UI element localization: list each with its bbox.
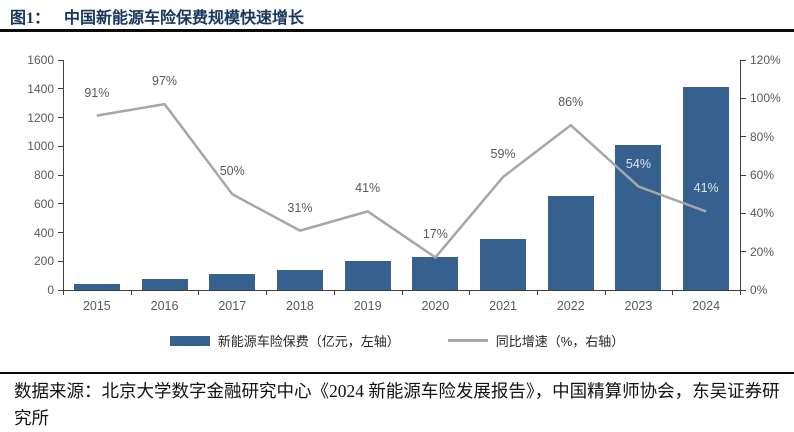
- left-axis-label-1400: 1400: [27, 81, 54, 96]
- left-axis-label-600: 600: [33, 196, 54, 211]
- x-axis-tick: [401, 291, 403, 295]
- growth-label-2021: 59%: [490, 146, 516, 161]
- bar-2016: [141, 279, 188, 290]
- right-axis-label-40%: 40%: [750, 206, 775, 221]
- figure-title: 图1： 中国新能源车险保费规模快速增长: [10, 4, 304, 28]
- bar-2020: [412, 256, 459, 290]
- x-axis-label-2018: 2018: [286, 299, 314, 313]
- bar-2017: [209, 274, 256, 290]
- right-axis-label-20%: 20%: [750, 244, 775, 259]
- title-divider: [0, 29, 794, 32]
- figure-title-text: 中国新能源车险保费规模快速增长: [64, 10, 305, 27]
- legend-item-growth: 同比增速（%，右轴）: [447, 331, 625, 350]
- right-axis-tick: [741, 59, 746, 61]
- growth-label-2020: 17%: [422, 227, 448, 242]
- x-axis-tick: [740, 291, 741, 295]
- bar-2018: [276, 269, 323, 290]
- growth-label-2019: 41%: [355, 181, 381, 196]
- left-axis-tick: [58, 232, 63, 233]
- x-axis-tick: [130, 291, 132, 295]
- growth-label-2023: 54%: [625, 156, 651, 171]
- right-axis-tick: [741, 97, 746, 99]
- left-axis-tick: [58, 88, 63, 90]
- data-source: 数据来源：北京大学数字金融研究中心《2024 新能源车险发展报告》，中国精算师协…: [14, 381, 780, 428]
- x-axis-label-2023: 2023: [624, 299, 653, 313]
- legend-label-premium: 新能源车险保费（亿元，左轴）: [217, 334, 400, 349]
- x-axis-tick: [672, 291, 674, 295]
- x-axis-tick: [333, 291, 335, 295]
- y-axis-left: [63, 60, 64, 290]
- x-axis-label-2015: 2015: [82, 299, 111, 313]
- left-axis-tick: [58, 289, 63, 291]
- right-axis-label-80%: 80%: [750, 129, 775, 144]
- x-axis: [63, 290, 741, 291]
- left-axis-label-1200: 1200: [27, 110, 54, 125]
- left-axis-label-1000: 1000: [27, 139, 54, 154]
- x-axis-label-2016: 2016: [150, 299, 179, 313]
- combo-chart: 0 200 400 600 800 1000 1200 1400 1600 0% 20% 40% 60%…: [0, 40, 794, 332]
- left-axis-label-200: 200: [33, 254, 54, 269]
- left-axis-tick: [58, 117, 63, 118]
- x-axis-label-2022: 2022: [556, 299, 585, 313]
- y-axis-right: [740, 60, 741, 290]
- left-axis-label-0: 0: [47, 283, 54, 297]
- x-axis-tick: [469, 291, 471, 295]
- x-axis-label-2017: 2017: [218, 299, 247, 313]
- growth-label-2018: 31%: [287, 200, 313, 215]
- line-series-swatch: [447, 339, 488, 342]
- legend-item-premium: 新能源车险保费（亿元，左轴）: [169, 331, 400, 350]
- growth-label-2016: 97%: [152, 74, 178, 89]
- right-axis-tick: [741, 289, 746, 291]
- x-axis-label-2024: 2024: [692, 299, 721, 313]
- left-axis-tick: [58, 260, 63, 262]
- right-axis-tick: [741, 251, 746, 253]
- right-axis-tick: [741, 212, 746, 214]
- legend-label-growth: 同比增速（%，右轴）: [495, 334, 625, 349]
- chart-legend: 新能源车险保费（亿元，左轴） 同比增速（%，右轴）: [0, 331, 794, 350]
- x-axis-tick: [63, 291, 64, 295]
- left-axis-label-400: 400: [33, 225, 54, 240]
- bar-series-swatch: [169, 335, 210, 346]
- x-axis-tick: [198, 291, 200, 295]
- x-axis-label-2020: 2020: [421, 299, 450, 313]
- growth-label-2024: 41%: [693, 181, 719, 196]
- figure-number: 图1：: [10, 10, 51, 27]
- left-axis-tick: [58, 174, 63, 176]
- left-axis-tick: [58, 59, 63, 61]
- x-axis-label-2021: 2021: [489, 299, 517, 313]
- bar-2019: [344, 261, 391, 290]
- right-axis-label-60%: 60%: [750, 168, 775, 182]
- right-axis-tick: [741, 174, 746, 176]
- left-axis-label-800: 800: [33, 168, 54, 182]
- x-axis-label-2019: 2019: [353, 299, 382, 313]
- growth-label-2022: 86%: [558, 95, 584, 110]
- right-axis-tick: [741, 136, 746, 138]
- growth-label-2017: 50%: [219, 164, 245, 179]
- right-axis-label-0%: 0%: [750, 283, 768, 297]
- bar-2021: [480, 238, 527, 290]
- right-axis-label-100%: 100%: [750, 91, 781, 106]
- bar-2015: [73, 284, 120, 290]
- right-axis-label-120%: 120%: [750, 53, 781, 67]
- bar-2022: [547, 195, 594, 290]
- left-axis-tick: [58, 203, 63, 205]
- x-axis-tick: [536, 291, 538, 295]
- x-axis-tick: [604, 291, 606, 295]
- left-axis-tick: [58, 145, 63, 147]
- left-axis-label-1600: 1600: [27, 53, 54, 67]
- x-axis-tick: [266, 291, 268, 295]
- source-divider: [0, 372, 794, 374]
- growth-label-2015: 91%: [84, 85, 110, 100]
